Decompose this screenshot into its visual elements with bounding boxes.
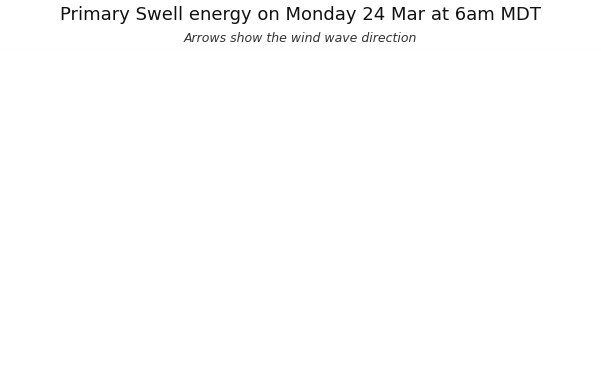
- Text: Arrows show the wind wave direction: Arrows show the wind wave direction: [184, 32, 417, 45]
- Text: Primary Swell energy on Monday 24 Mar at 6am MDT: Primary Swell energy on Monday 24 Mar at…: [60, 6, 541, 24]
- Text: cartopy required: cartopy required: [243, 203, 358, 216]
